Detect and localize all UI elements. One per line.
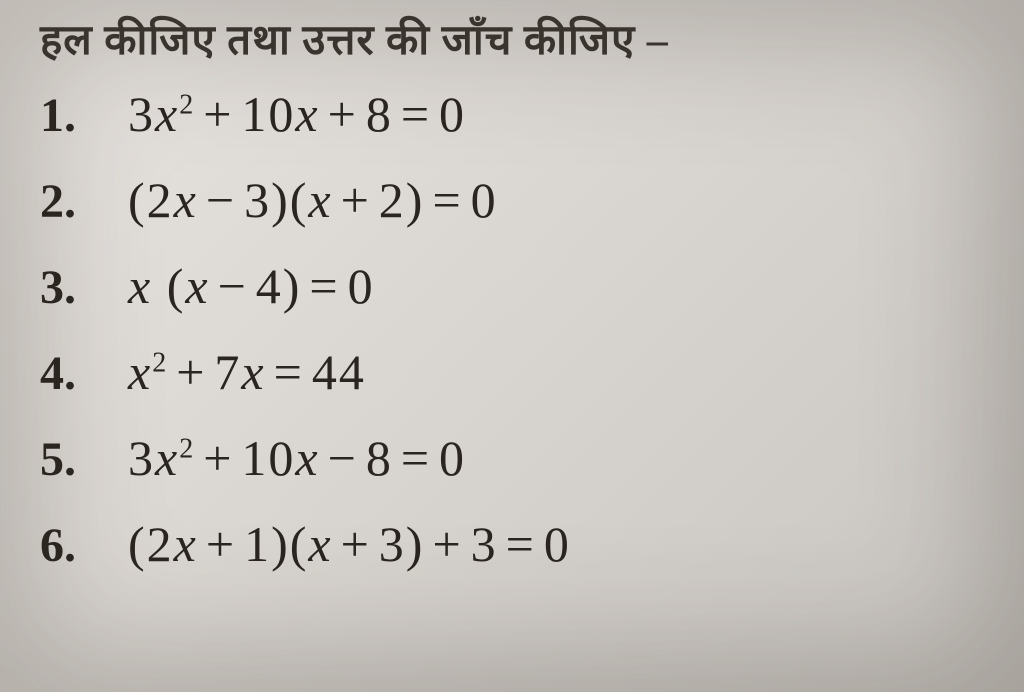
- problem-equation: x2+7x=44: [128, 343, 366, 401]
- problem-number: 5.: [40, 432, 100, 487]
- problem-equation: (2x−3)(x+2)=0: [128, 171, 498, 229]
- problem-row: 1. 3x2+10x+8=0: [40, 85, 984, 143]
- instruction-header: हल कीजिए तथा उत्तर की जाँच कीजिए –: [40, 10, 984, 67]
- problem-equation: 3x2+10x+8=0: [128, 85, 466, 143]
- problem-row: 2. (2x−3)(x+2)=0: [40, 171, 984, 229]
- problem-equation: x (x−4)=0: [128, 257, 375, 315]
- problem-row: 6. (2x+1)(x+3)+3=0: [40, 515, 984, 573]
- problem-equation: (2x+1)(x+3)+3=0: [128, 515, 571, 573]
- problem-number: 4.: [40, 346, 100, 401]
- problem-number: 2.: [40, 174, 100, 229]
- problem-number: 1.: [40, 88, 100, 143]
- problem-list: 1. 3x2+10x+8=0 2. (2x−3)(x+2)=0 3. x (x−…: [40, 85, 984, 573]
- problem-number: 6.: [40, 518, 100, 573]
- problem-number: 3.: [40, 260, 100, 315]
- problem-row: 3. x (x−4)=0: [40, 257, 984, 315]
- problem-equation: 3x2+10x−8=0: [128, 429, 466, 487]
- page-content: हल कीजिए तथा उत्तर की जाँच कीजिए – 1. 3x…: [0, 0, 1024, 593]
- problem-row: 4. x2+7x=44: [40, 343, 984, 401]
- problem-row: 5. 3x2+10x−8=0: [40, 429, 984, 487]
